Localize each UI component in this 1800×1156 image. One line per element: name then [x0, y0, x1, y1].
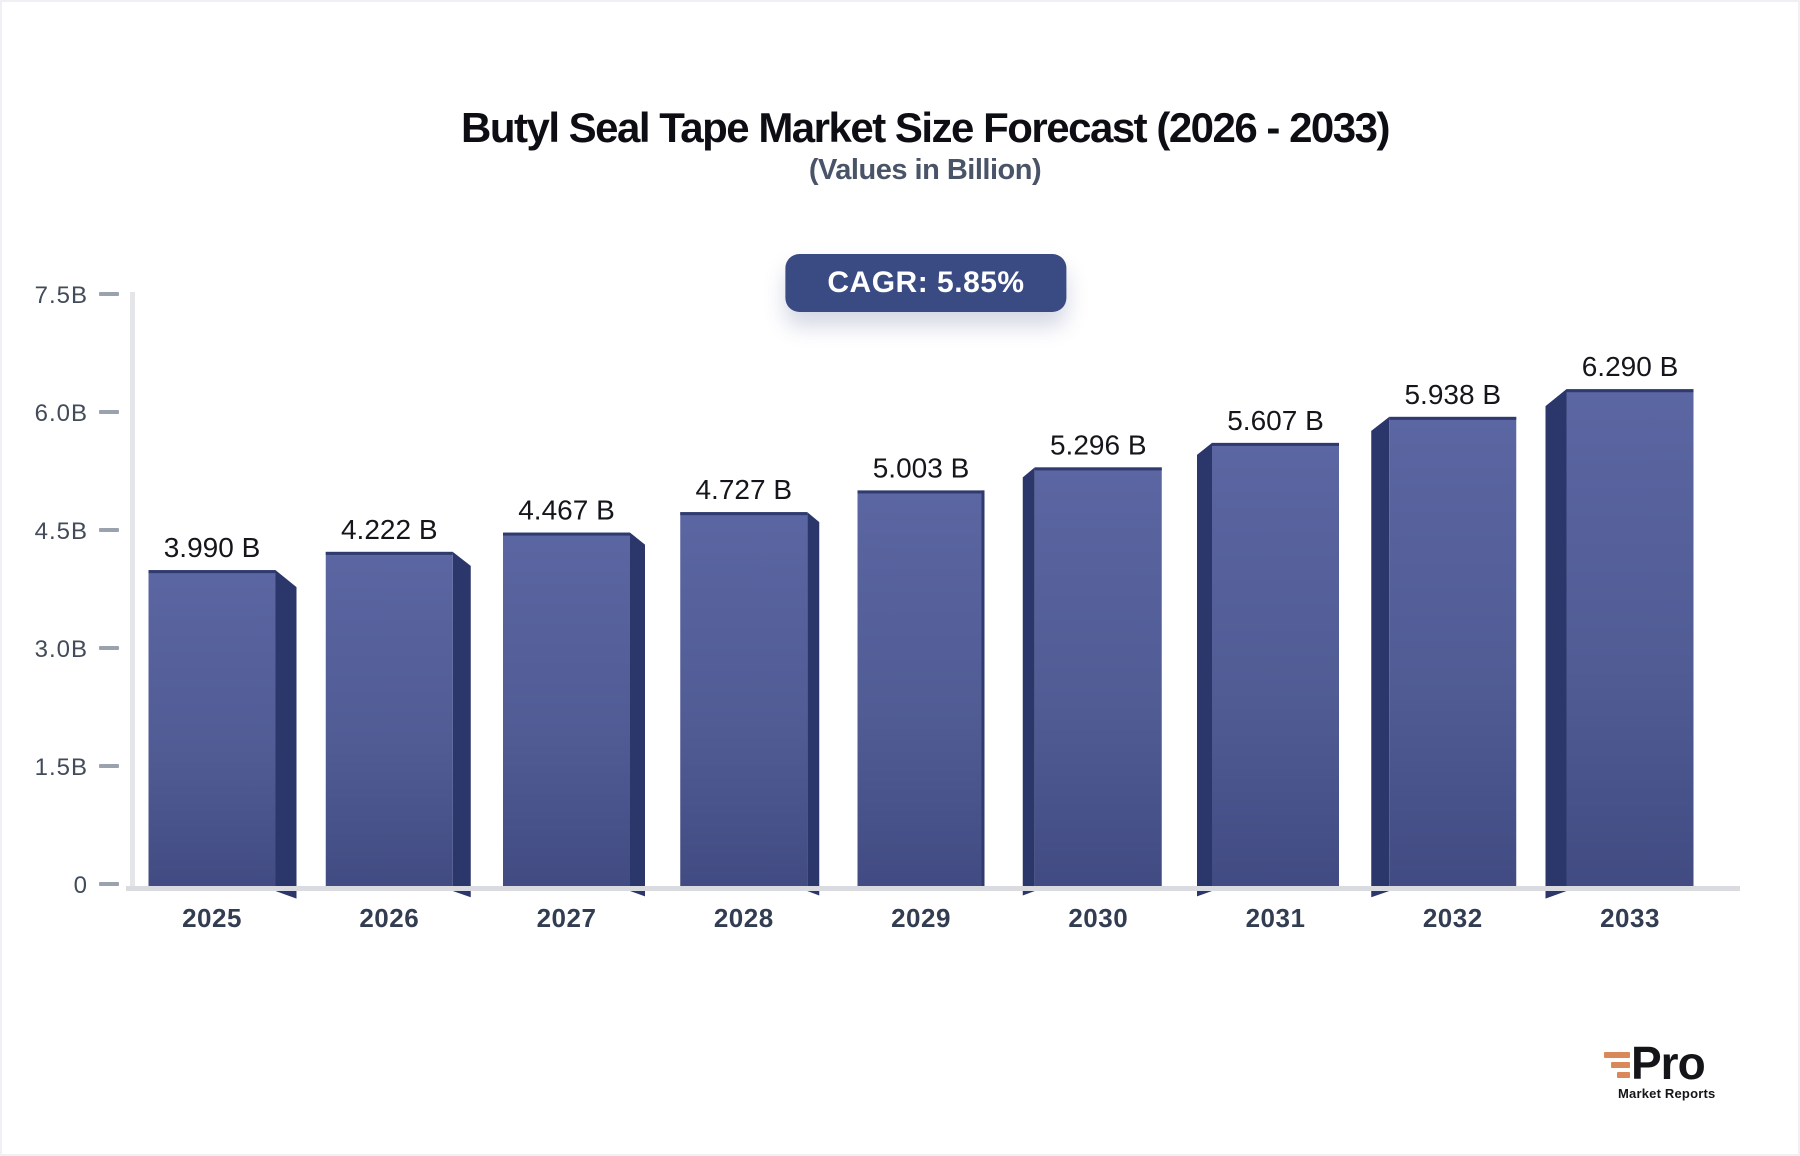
- y-tick-dash: [99, 292, 119, 296]
- cagr-badge: CAGR: 5.85%: [785, 254, 1067, 312]
- bar-right-rim: [981, 490, 985, 891]
- logo-name: Pro: [1631, 1037, 1706, 1089]
- chart-title: Butyl Seal Tape Market Size Forecast (20…: [461, 104, 1391, 151]
- x-axis-label-2030: 2030: [1068, 903, 1128, 933]
- bar-value-label: 6.290 B: [1582, 351, 1679, 382]
- bar-value-label: 3.990 B: [164, 532, 261, 563]
- bar-group-2025: 3.990 B 2025: [148, 532, 297, 933]
- chart-subtitle: (Values in Billion): [808, 154, 1042, 186]
- x-axis-label-2032: 2032: [1423, 903, 1483, 933]
- bar-side-face: [1197, 442, 1212, 897]
- bar-top-rim: [503, 532, 630, 536]
- y-axis-line: [130, 292, 135, 888]
- x-axis-label-2029: 2029: [891, 903, 951, 933]
- x-axis-label-2027: 2027: [537, 903, 597, 933]
- bar-face: [503, 532, 630, 891]
- bar-top-rim: [1212, 442, 1339, 446]
- bar-side-face: [630, 532, 645, 897]
- bar-face: [148, 570, 276, 891]
- bar-value-label: 4.467 B: [518, 495, 615, 526]
- bar-face: [1034, 467, 1162, 891]
- y-tick-label-1.5B: 1.5B: [35, 754, 88, 781]
- bar-top-rim: [857, 490, 985, 494]
- x-axis-line: [126, 886, 1740, 891]
- bar-face: [1389, 416, 1517, 891]
- bar-value-label: 5.938 B: [1404, 379, 1501, 410]
- bar-top-rim: [680, 512, 808, 516]
- y-tick-dash: [99, 646, 119, 650]
- bar-group-2030: 5.296 B 2030: [1022, 429, 1162, 933]
- bar-group-2028: 4.727 B 2028: [680, 474, 820, 933]
- x-axis-label-2026: 2026: [359, 903, 419, 933]
- x-axis-label-2025: 2025: [182, 903, 242, 933]
- bar-group-2032: 5.938 B 2032: [1371, 379, 1517, 933]
- y-tick-dash: [99, 410, 119, 414]
- bar-group-2027: 4.467 B 2027: [503, 495, 645, 933]
- bar-face: [857, 490, 985, 891]
- bar-group-2031: 5.607 B 2031: [1197, 405, 1339, 933]
- bar-group-2026: 4.222 B 2026: [325, 514, 471, 933]
- bar-value-label: 4.222 B: [341, 514, 438, 545]
- pro-market-reports-logo: Pro Market Reports: [1604, 1037, 1734, 1101]
- bar-top-rim: [1389, 416, 1517, 420]
- bar-face: [1566, 389, 1694, 891]
- bar-face: [325, 551, 453, 891]
- bar-value-label: 5.003 B: [873, 452, 970, 483]
- y-tick-label-6.0B: 6.0B: [35, 400, 88, 427]
- bar-face: [680, 512, 808, 891]
- bar-top-rim: [148, 570, 276, 574]
- bar-side-face: [275, 570, 297, 899]
- bar-side-face: [1022, 467, 1035, 896]
- bar-top-rim: [325, 551, 453, 555]
- bar-side-face: [1371, 416, 1390, 898]
- bar-side-face: [807, 512, 820, 896]
- x-axis-label-2033: 2033: [1600, 903, 1660, 933]
- logo-speed-lines-icon: [1604, 1052, 1630, 1078]
- bar-group-2029: 5.003 B 2029: [857, 452, 985, 933]
- x-axis-label-2031: 2031: [1246, 903, 1306, 933]
- bar-value-label: 5.607 B: [1227, 405, 1324, 436]
- bar-face: [1212, 442, 1339, 891]
- bar-side-face: [452, 551, 471, 898]
- logo-tagline: Market Reports: [1618, 1086, 1716, 1101]
- bar-side-face: [1545, 389, 1567, 899]
- y-tick-dash: [99, 528, 119, 532]
- y-tick-label-0: 0: [74, 872, 88, 899]
- bar-group-2033: 6.290 B 2033: [1545, 351, 1694, 933]
- y-tick-dash: [99, 882, 119, 886]
- bar-value-label: 4.727 B: [695, 474, 792, 505]
- y-tick-label-4.5B: 4.5B: [35, 518, 88, 545]
- y-tick-label-7.5B: 7.5B: [35, 282, 88, 309]
- x-axis-label-2028: 2028: [714, 903, 774, 933]
- bar-top-rim: [1566, 389, 1694, 393]
- bar-top-rim: [1034, 467, 1162, 471]
- y-tick-label-3.0B: 3.0B: [35, 636, 88, 663]
- y-tick-dash: [99, 764, 119, 768]
- bar-value-label: 5.296 B: [1050, 429, 1147, 460]
